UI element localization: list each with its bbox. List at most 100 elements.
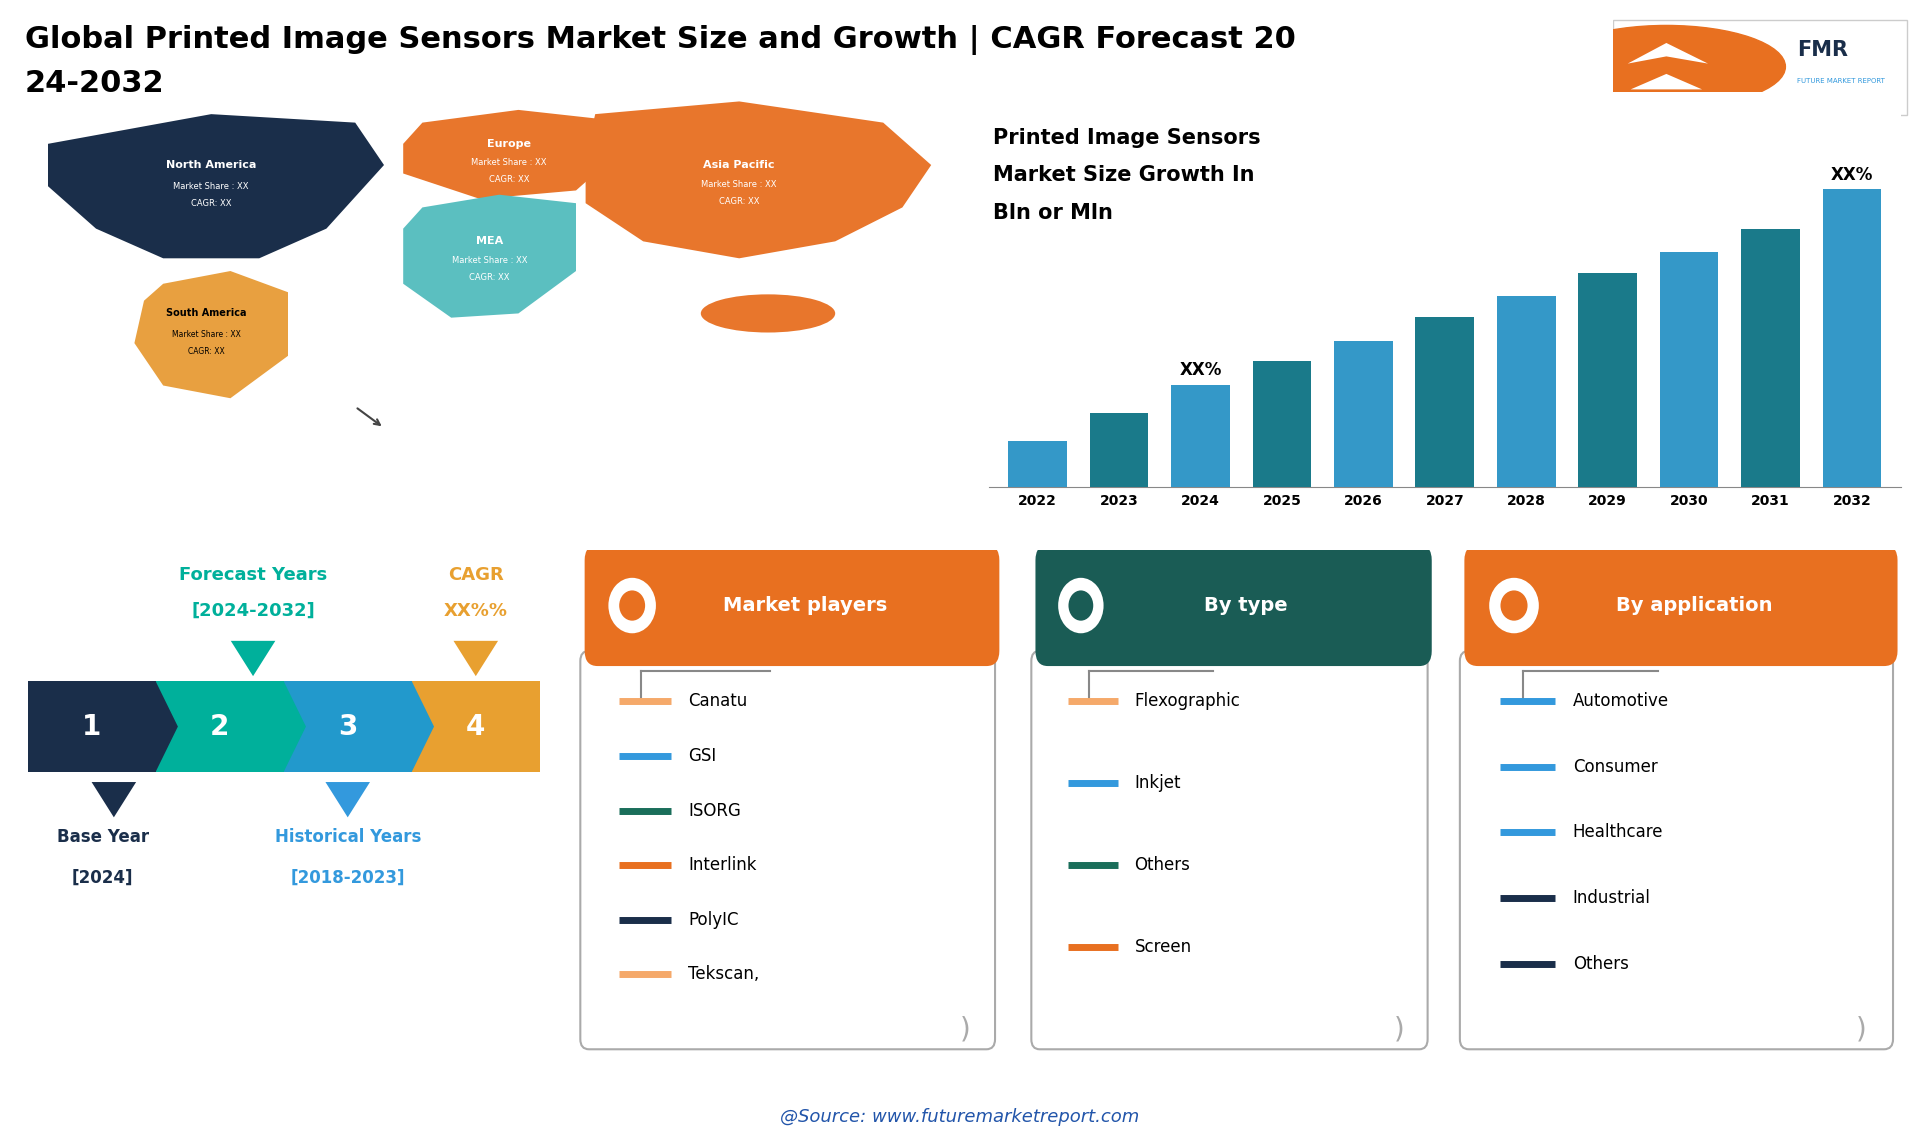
Polygon shape — [230, 641, 275, 676]
Polygon shape — [403, 195, 576, 317]
Text: CAGR: XX: CAGR: XX — [718, 197, 760, 205]
Text: CAGR: XX: CAGR: XX — [188, 347, 225, 356]
Bar — [1171, 385, 1231, 487]
Bar — [1741, 229, 1799, 487]
FancyBboxPatch shape — [1465, 545, 1897, 666]
Polygon shape — [1628, 42, 1709, 63]
Polygon shape — [324, 782, 371, 817]
Text: @Source: www.futuremarketreport.com: @Source: www.futuremarketreport.com — [780, 1108, 1140, 1127]
FancyBboxPatch shape — [1035, 545, 1432, 666]
Text: 3: 3 — [338, 713, 357, 740]
Bar — [1008, 440, 1068, 487]
FancyBboxPatch shape — [584, 545, 998, 666]
Text: ISORG: ISORG — [689, 801, 741, 819]
Polygon shape — [403, 110, 614, 199]
Text: ): ) — [960, 1015, 970, 1043]
Bar — [1091, 413, 1148, 487]
Polygon shape — [156, 681, 284, 772]
Circle shape — [1058, 578, 1104, 634]
Polygon shape — [586, 102, 931, 258]
Bar — [1659, 252, 1718, 487]
Text: Market Share : XX: Market Share : XX — [701, 180, 778, 189]
Polygon shape — [411, 681, 434, 772]
Text: Tekscan,: Tekscan, — [689, 965, 760, 983]
Text: 2: 2 — [209, 713, 228, 740]
Polygon shape — [284, 681, 411, 772]
Circle shape — [1068, 590, 1092, 621]
Bar — [1415, 317, 1475, 487]
Text: Inkjet: Inkjet — [1135, 775, 1181, 792]
Polygon shape — [134, 270, 288, 398]
Text: XX%: XX% — [1832, 166, 1874, 183]
Text: 1: 1 — [83, 713, 102, 740]
Text: Market Share : XX: Market Share : XX — [451, 256, 528, 265]
Polygon shape — [92, 782, 136, 817]
Bar — [1578, 273, 1638, 487]
Text: GSI: GSI — [689, 747, 716, 766]
Text: Market Share : XX: Market Share : XX — [470, 158, 547, 167]
Text: Canatu: Canatu — [689, 692, 747, 711]
Polygon shape — [156, 681, 179, 772]
Bar — [1498, 297, 1555, 487]
Ellipse shape — [701, 295, 835, 332]
Text: Market Share : XX: Market Share : XX — [173, 182, 250, 190]
Polygon shape — [284, 681, 305, 772]
Text: Automotive: Automotive — [1572, 692, 1668, 711]
Text: Interlink: Interlink — [689, 856, 756, 874]
Text: ): ) — [1394, 1015, 1404, 1043]
Text: Forecast Years: Forecast Years — [179, 566, 326, 584]
Circle shape — [1548, 25, 1786, 108]
Polygon shape — [48, 115, 384, 258]
Circle shape — [1490, 578, 1538, 634]
Text: Others: Others — [1572, 955, 1628, 973]
FancyBboxPatch shape — [1459, 651, 1893, 1050]
Text: CAGR: CAGR — [447, 566, 503, 584]
Text: Others: Others — [1135, 856, 1190, 874]
Text: Base Year: Base Year — [58, 829, 148, 847]
Polygon shape — [1630, 73, 1701, 89]
Text: [2018-2023]: [2018-2023] — [290, 869, 405, 887]
FancyBboxPatch shape — [1031, 651, 1428, 1050]
Text: By application: By application — [1617, 596, 1772, 615]
Text: ): ) — [1857, 1015, 1866, 1043]
Polygon shape — [411, 681, 540, 772]
Text: Market Size Growth In: Market Size Growth In — [993, 165, 1254, 186]
Text: Global Printed Image Sensors Market Size and Growth | CAGR Forecast 20: Global Printed Image Sensors Market Size… — [25, 25, 1296, 55]
Text: FMR: FMR — [1797, 40, 1849, 61]
Circle shape — [618, 590, 645, 621]
Text: Printed Image Sensors: Printed Image Sensors — [993, 128, 1261, 148]
Text: Market players: Market players — [722, 596, 887, 615]
Text: Asia Pacific: Asia Pacific — [703, 160, 776, 170]
Bar — [1252, 361, 1311, 487]
Text: MEA: MEA — [476, 236, 503, 246]
Text: Healthcare: Healthcare — [1572, 824, 1663, 841]
FancyBboxPatch shape — [580, 651, 995, 1050]
Text: CAGR: XX: CAGR: XX — [468, 273, 511, 282]
Text: South America: South America — [167, 308, 246, 319]
Text: [2024]: [2024] — [71, 869, 134, 887]
Bar — [1822, 189, 1882, 487]
Text: North America: North America — [165, 160, 257, 170]
Polygon shape — [453, 641, 497, 676]
Text: Flexographic: Flexographic — [1135, 692, 1240, 711]
Text: CAGR: XX: CAGR: XX — [488, 175, 530, 185]
Text: [2024-2032]: [2024-2032] — [192, 602, 315, 620]
Text: FUTURE MARKET REPORT: FUTURE MARKET REPORT — [1797, 78, 1885, 84]
Text: Bln or Mln: Bln or Mln — [993, 203, 1114, 222]
Text: XX%: XX% — [1179, 361, 1221, 379]
Text: CAGR: XX: CAGR: XX — [190, 198, 232, 207]
Bar — [1334, 340, 1392, 487]
Text: Industrial: Industrial — [1572, 889, 1651, 906]
Polygon shape — [27, 681, 156, 772]
Text: Screen: Screen — [1135, 939, 1192, 956]
Text: XX%%: XX%% — [444, 602, 507, 620]
Text: 24-2032: 24-2032 — [25, 69, 165, 97]
Text: Europe: Europe — [488, 139, 530, 149]
Text: 4: 4 — [467, 713, 486, 740]
Circle shape — [1500, 590, 1528, 621]
Text: Market Share : XX: Market Share : XX — [173, 330, 240, 339]
Circle shape — [609, 578, 657, 634]
Text: Historical Years: Historical Years — [275, 829, 420, 847]
Text: PolyIC: PolyIC — [689, 911, 739, 929]
Text: Consumer: Consumer — [1572, 758, 1657, 776]
